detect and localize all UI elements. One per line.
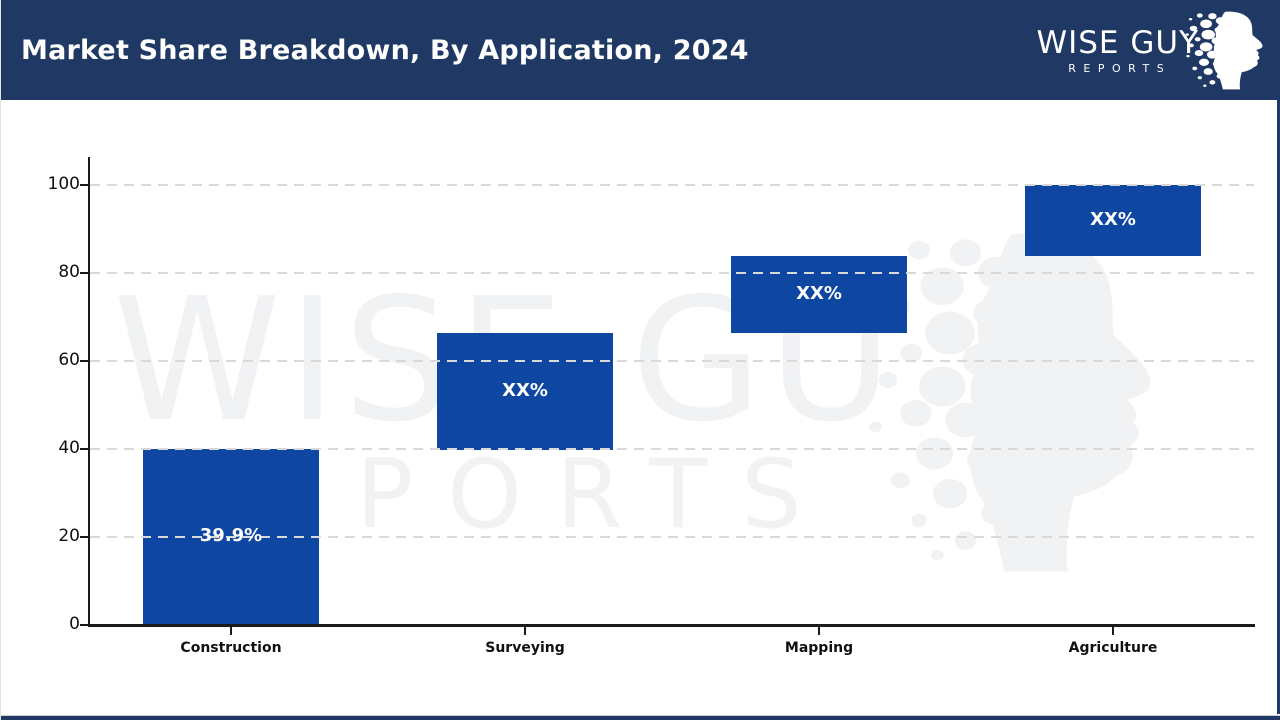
x-axis-spine	[88, 624, 1255, 627]
logo-text: WISE GUY REPORTS	[1036, 25, 1199, 75]
bar-agriculture	[1025, 185, 1201, 256]
gridline	[90, 536, 1254, 538]
gridline	[90, 360, 1254, 362]
y-tick-label: 60	[58, 350, 80, 370]
x-tick-mark	[230, 627, 232, 635]
y-tick-mark	[80, 184, 88, 186]
wise-guy-logo: WISE GUY REPORTS	[1036, 7, 1267, 93]
x-category-label: Surveying	[485, 640, 565, 656]
y-tick-label: 40	[58, 438, 80, 458]
gridline	[90, 272, 1254, 274]
y-tick-label: 80	[58, 262, 80, 282]
page-title: Market Share Breakdown, By Application, …	[21, 34, 749, 66]
bar-value-label: XX%	[796, 282, 842, 304]
header: Market Share Breakdown, By Application, …	[1, 0, 1280, 100]
y-tick-label: 20	[58, 526, 80, 546]
x-category-label: Construction	[180, 640, 282, 656]
y-tick-mark	[80, 448, 88, 450]
y-tick-mark	[80, 536, 88, 538]
bar-value-label: XX%	[1090, 208, 1136, 230]
logo-subtitle: REPORTS	[1068, 62, 1172, 75]
logo-name: WISE GUY	[1036, 25, 1199, 61]
page-bottom-hairline	[1, 715, 1280, 716]
y-tick-mark	[80, 272, 88, 274]
x-category-label: Agriculture	[1068, 640, 1158, 656]
y-axis-spine	[88, 157, 90, 627]
chart-area: WISE GU PORTS 02040608010039.9%Construct…	[1, 100, 1280, 716]
y-tick-mark	[80, 360, 88, 362]
bar-value-label: 39.9%	[199, 525, 263, 546]
gridline	[90, 448, 1254, 450]
page-right-border	[1277, 0, 1280, 714]
bar-value-label: XX%	[502, 379, 548, 401]
x-tick-mark	[1112, 627, 1114, 635]
x-tick-mark	[524, 627, 526, 635]
x-tick-mark	[818, 627, 820, 635]
y-tick-label: 100	[47, 174, 80, 194]
x-category-label: Mapping	[784, 640, 854, 656]
bar-surveying	[437, 333, 613, 450]
gridline	[90, 184, 1254, 186]
y-tick-label: 0	[69, 614, 80, 634]
y-tick-mark	[80, 624, 88, 626]
logo-face-icon	[1185, 11, 1263, 90]
bar-mapping	[731, 256, 907, 333]
watermark-text-line2: PORTS	[356, 440, 836, 550]
watermark-face-icon	[866, 233, 1151, 572]
footer-bar	[1, 716, 1280, 720]
